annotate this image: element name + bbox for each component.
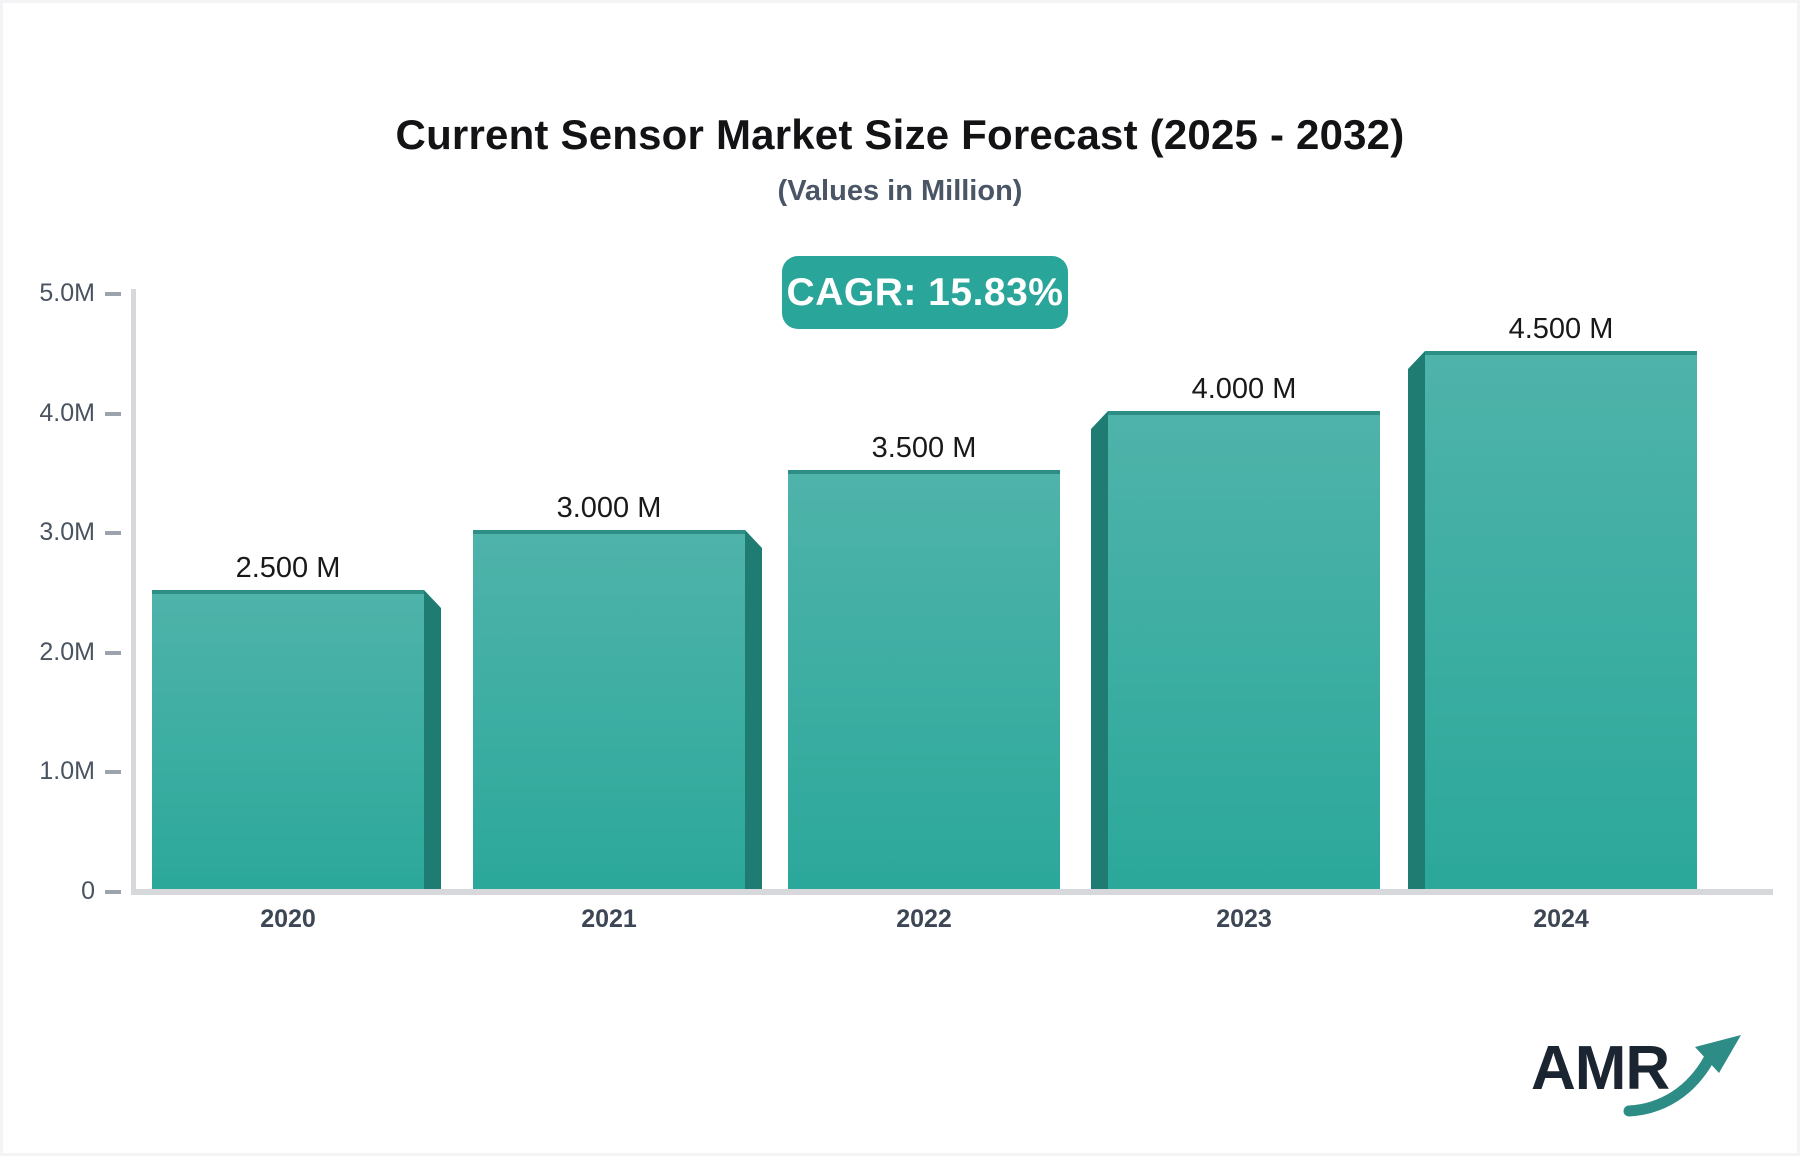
- bar-value-label: 3.000 M: [556, 492, 662, 524]
- cagr-badge: CAGR: 15.83%: [782, 256, 1068, 329]
- y-tick-dash: [105, 650, 121, 655]
- bar-value-label: 4.000 M: [1191, 373, 1297, 405]
- x-axis-label-2024: 2024: [1533, 905, 1589, 933]
- bar-value-label: 4.500 M: [1508, 313, 1614, 345]
- x-axis-line: [131, 889, 1773, 895]
- bar-2024: [1425, 351, 1697, 889]
- bar-side-3d: [745, 530, 762, 889]
- bar-2020: [152, 590, 424, 889]
- y-tick-label: 3.0M: [39, 518, 95, 547]
- bar-2023: [1108, 411, 1380, 889]
- x-axis-label-2020: 2020: [260, 905, 316, 933]
- brand-logo: AMR: [1531, 1025, 1781, 1125]
- bar-2022: [788, 470, 1060, 889]
- y-tick-dash: [105, 770, 121, 775]
- page-title: Current Sensor Market Size Forecast (202…: [395, 111, 1405, 158]
- y-tick-label: 4.0M: [39, 398, 95, 427]
- y-tick-dash: [105, 531, 121, 536]
- y-tick-dash: [105, 411, 121, 416]
- y-tick-label: 1.0M: [39, 757, 95, 786]
- logo-text: AMR: [1531, 1034, 1670, 1103]
- y-axis-line: [131, 289, 136, 895]
- page-subtitle: (Values in Million): [777, 175, 1023, 207]
- x-axis-label-2022: 2022: [896, 905, 952, 933]
- y-tick-label: 5.0M: [39, 279, 95, 307]
- y-tick-label: 2.0M: [39, 637, 95, 666]
- bar-value-label: 2.500 M: [235, 552, 341, 584]
- x-axis-label-2023: 2023: [1216, 905, 1272, 933]
- y-tick-dash: [105, 292, 121, 296]
- growth-arrow-icon: [1623, 1035, 1741, 1117]
- y-tick-label: 0: [81, 877, 95, 905]
- y-tick-dash: [105, 890, 121, 894]
- bar-2021: [473, 530, 745, 889]
- x-axis-label-2021: 2021: [581, 905, 637, 933]
- bar-side-3d: [1091, 411, 1108, 889]
- bar-side-3d: [424, 590, 441, 889]
- bar-side-3d: [1408, 351, 1425, 889]
- bar-value-label: 3.500 M: [871, 432, 977, 464]
